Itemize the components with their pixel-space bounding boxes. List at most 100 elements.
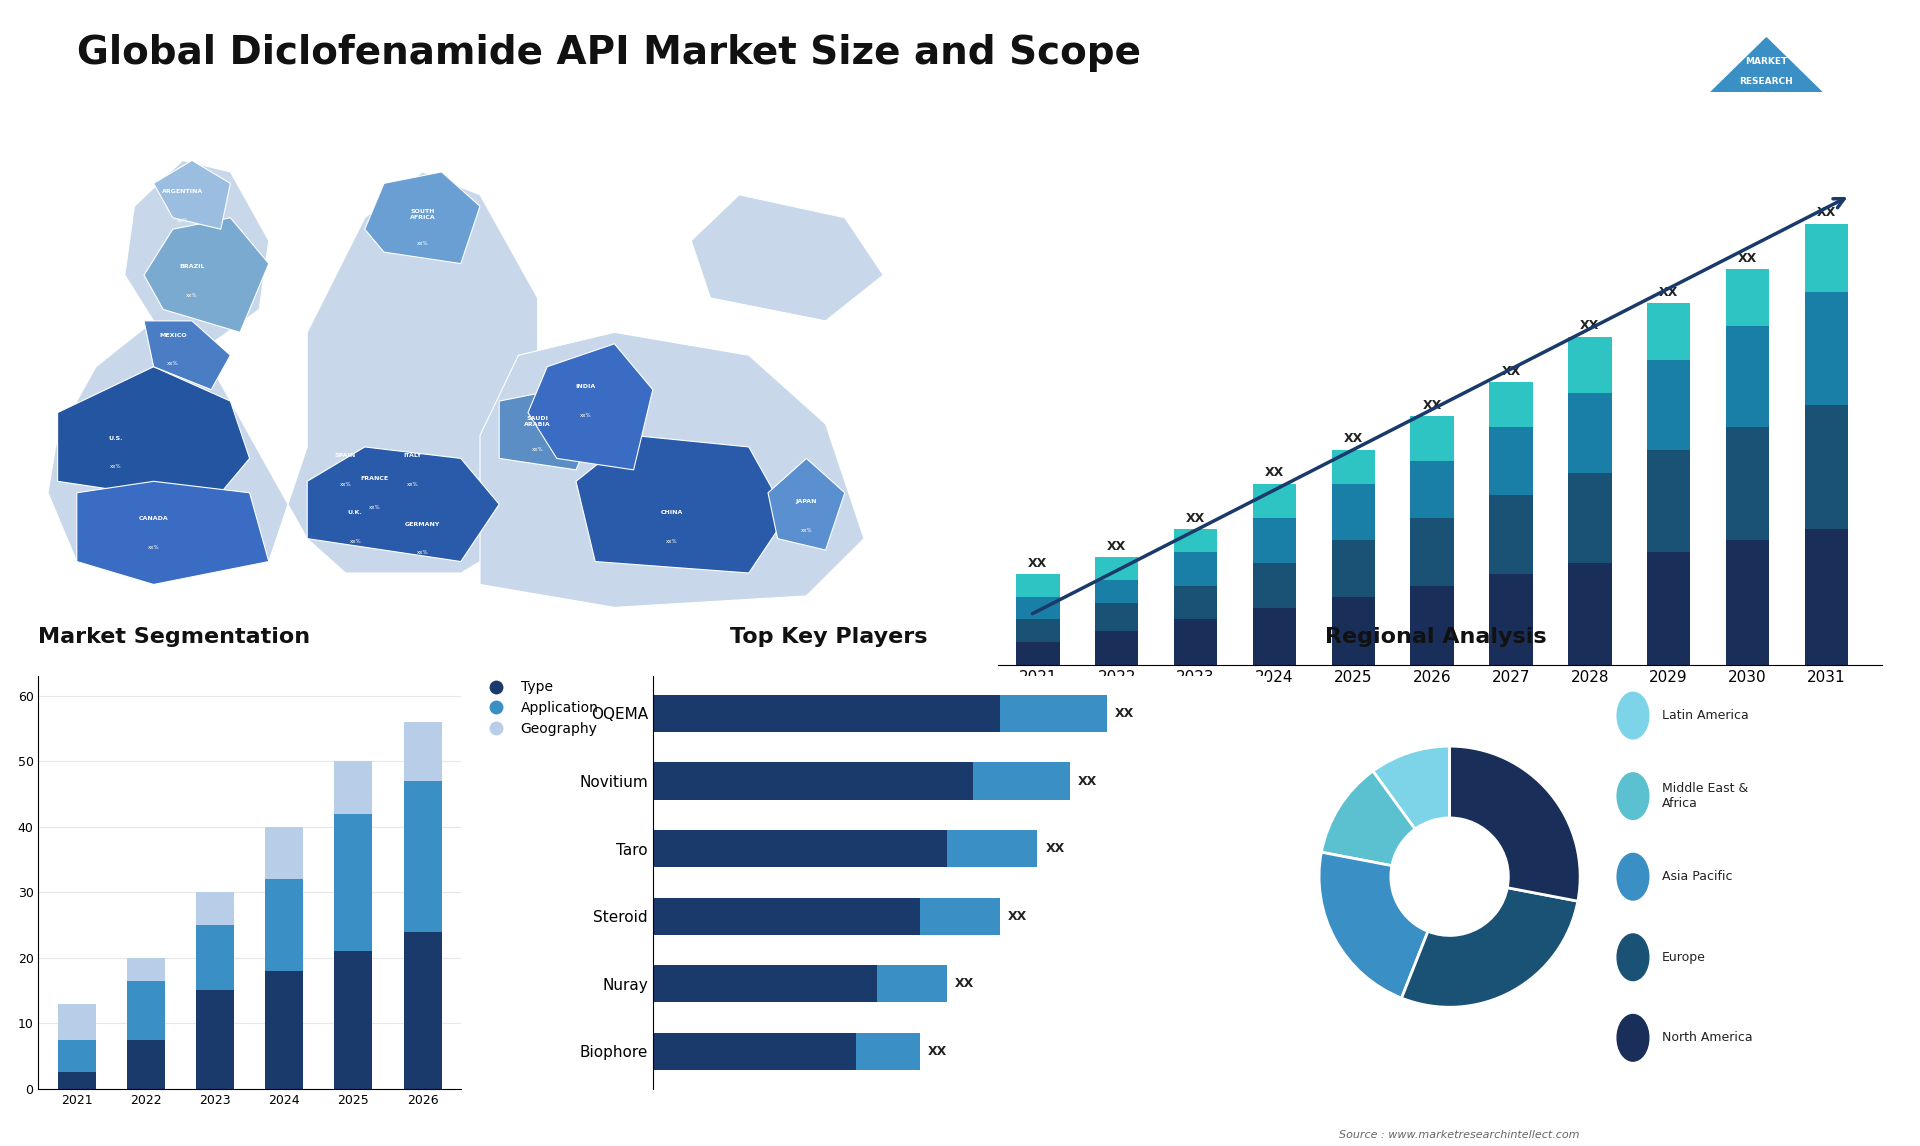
- Text: Source : www.marketresearchintellect.com: Source : www.marketresearchintellect.com: [1338, 1130, 1580, 1140]
- Bar: [1411, 416, 1453, 461]
- Bar: [653, 694, 1000, 732]
- Bar: [856, 1033, 920, 1070]
- Wedge shape: [1402, 888, 1578, 1007]
- Bar: [196, 925, 234, 990]
- Text: XX: XX: [1423, 399, 1442, 411]
- Polygon shape: [365, 172, 480, 264]
- Text: Top Key Players: Top Key Players: [730, 628, 927, 647]
- Bar: [920, 897, 1000, 935]
- Text: XX: XX: [1116, 707, 1135, 720]
- Bar: [1726, 325, 1768, 427]
- Polygon shape: [125, 160, 269, 344]
- Text: MARKET: MARKET: [1745, 57, 1788, 66]
- Bar: [1490, 495, 1532, 574]
- Bar: [653, 1033, 856, 1070]
- Bar: [58, 1073, 96, 1089]
- Bar: [334, 951, 372, 1089]
- Text: XX: XX: [1816, 206, 1836, 219]
- Text: Asia Pacific: Asia Pacific: [1661, 870, 1732, 884]
- Text: xx%: xx%: [186, 292, 198, 298]
- Polygon shape: [288, 172, 538, 573]
- Bar: [265, 826, 303, 879]
- Wedge shape: [1373, 746, 1450, 830]
- Text: JAPAN: JAPAN: [795, 499, 818, 504]
- Bar: [973, 762, 1069, 800]
- Bar: [58, 1004, 96, 1039]
- Bar: [1569, 393, 1611, 472]
- Bar: [1094, 603, 1139, 630]
- Text: CHINA: CHINA: [660, 510, 684, 516]
- Bar: [265, 879, 303, 971]
- Bar: [1805, 292, 1849, 405]
- Polygon shape: [144, 218, 269, 332]
- Bar: [265, 971, 303, 1089]
- Text: CANADA: CANADA: [138, 516, 169, 521]
- Text: xx%: xx%: [532, 447, 543, 453]
- Bar: [127, 958, 165, 981]
- Text: U.S.: U.S.: [108, 435, 123, 441]
- Polygon shape: [1678, 38, 1855, 124]
- Polygon shape: [528, 344, 653, 470]
- Bar: [1252, 609, 1296, 665]
- Bar: [403, 932, 442, 1089]
- Bar: [1726, 427, 1768, 541]
- Text: xx%: xx%: [417, 550, 428, 556]
- Bar: [334, 814, 372, 951]
- Text: Regional Analysis: Regional Analysis: [1325, 628, 1546, 647]
- Bar: [127, 981, 165, 1039]
- Circle shape: [1617, 692, 1649, 739]
- Text: RESEARCH: RESEARCH: [1740, 77, 1793, 86]
- Bar: [1647, 450, 1690, 551]
- Text: XX: XX: [1501, 364, 1521, 378]
- Bar: [653, 762, 973, 800]
- Bar: [1000, 694, 1108, 732]
- Polygon shape: [480, 332, 864, 607]
- Bar: [1252, 484, 1296, 518]
- Bar: [1094, 630, 1139, 665]
- Bar: [196, 893, 234, 925]
- Text: XX: XX: [1077, 775, 1096, 787]
- Bar: [1647, 360, 1690, 450]
- Text: SOUTH
AFRICA: SOUTH AFRICA: [409, 210, 436, 220]
- Bar: [1332, 484, 1375, 541]
- Bar: [947, 830, 1037, 868]
- Bar: [403, 722, 442, 780]
- Bar: [1490, 574, 1532, 665]
- Text: xx%: xx%: [407, 481, 419, 487]
- Bar: [1805, 223, 1849, 292]
- Text: U.K.: U.K.: [348, 510, 363, 516]
- Bar: [1726, 541, 1768, 665]
- Bar: [1094, 580, 1139, 603]
- Wedge shape: [1450, 746, 1580, 901]
- Text: XX: XX: [927, 1045, 947, 1058]
- Bar: [1805, 405, 1849, 529]
- Circle shape: [1617, 934, 1649, 981]
- Text: XX: XX: [1265, 466, 1284, 479]
- Bar: [127, 1039, 165, 1089]
- Text: SAUDI
ARABIA: SAUDI ARABIA: [524, 416, 551, 426]
- Text: SPAIN: SPAIN: [334, 453, 357, 458]
- Text: Latin America: Latin America: [1661, 709, 1749, 722]
- Bar: [1252, 563, 1296, 609]
- Text: Europe: Europe: [1661, 951, 1705, 964]
- Text: XX: XX: [1659, 285, 1678, 298]
- Bar: [1411, 518, 1453, 586]
- Text: XX: XX: [954, 978, 973, 990]
- Bar: [1332, 541, 1375, 597]
- Bar: [1332, 597, 1375, 665]
- Polygon shape: [307, 447, 499, 562]
- Bar: [1016, 574, 1060, 597]
- Text: GERMANY: GERMANY: [405, 521, 440, 527]
- Text: INDIA: INDIA: [576, 384, 595, 390]
- Text: XX: XX: [1187, 511, 1206, 525]
- Polygon shape: [58, 367, 250, 504]
- Bar: [653, 830, 947, 868]
- Bar: [877, 965, 947, 1003]
- Text: XX: XX: [1008, 910, 1027, 923]
- Text: XX: XX: [1108, 540, 1127, 552]
- Bar: [1647, 551, 1690, 665]
- Polygon shape: [154, 160, 230, 229]
- Polygon shape: [691, 195, 883, 321]
- Polygon shape: [144, 321, 230, 390]
- Text: XX: XX: [1029, 557, 1048, 570]
